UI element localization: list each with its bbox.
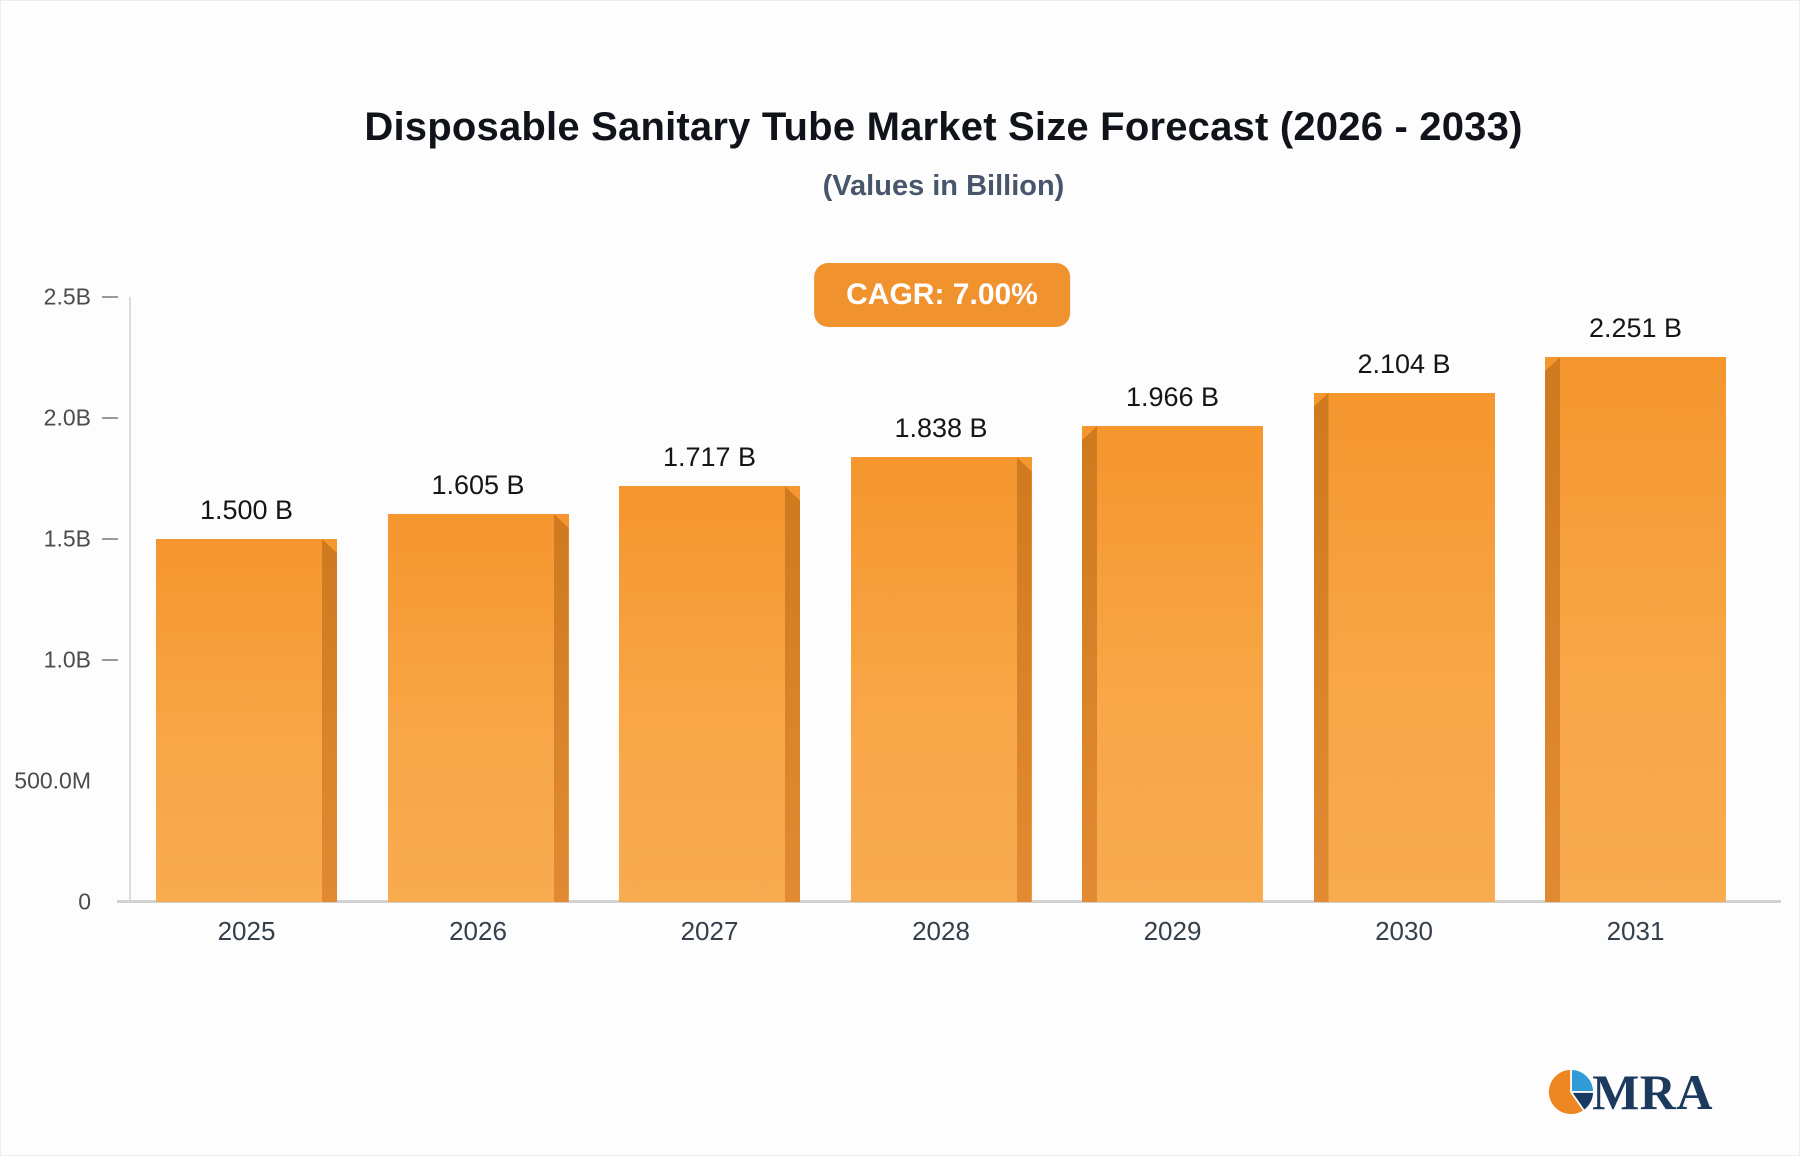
bar-value-label: 2.251 B (1588, 313, 1683, 344)
y-axis-tick-mark (102, 538, 118, 540)
bar-2027 (619, 486, 800, 902)
y-axis-tick-label: 500.0M (14, 767, 91, 794)
bar-side-shade (1082, 426, 1097, 902)
y-axis-tick-label: 0 (78, 888, 91, 915)
mra-logo-text: MRA (1592, 1064, 1713, 1120)
bar-2028 (850, 457, 1032, 902)
y-axis-tick-mark (102, 659, 118, 661)
bar-2030 (1313, 392, 1495, 902)
bar-side-shade (785, 486, 800, 902)
chart-title: Disposable Sanitary Tube Market Size For… (364, 105, 1523, 149)
x-axis-category-label: 2028 (912, 916, 970, 946)
y-axis-tick-label: 2.0B (43, 404, 91, 431)
mra-logo: MRA (1546, 1067, 1713, 1117)
bar-value-label: 1.838 B (894, 413, 988, 444)
bar-side-shade (1545, 357, 1560, 902)
bar-side-shade (553, 513, 569, 902)
bar-2025 (156, 539, 337, 902)
x-axis-category-label: 2027 (680, 916, 739, 946)
chart-header: Disposable Sanitary Tube Market Size For… (1, 105, 1799, 203)
bar-2026 (387, 513, 569, 902)
x-axis-category-label: 2025 (217, 916, 276, 946)
y-axis-tick-label: 2.5B (43, 283, 91, 310)
bar-value-label: 1.966 B (1125, 382, 1220, 413)
x-axis-category-label: 2031 (1606, 916, 1665, 946)
cagr-badge: CAGR: 7.00% (814, 263, 1070, 327)
bar-side-shade (1313, 392, 1329, 902)
y-axis-tick-label: 1.5B (43, 525, 91, 552)
y-axis-tick-label: 1.0B (43, 646, 91, 673)
bar-value-label: 1.605 B (431, 469, 525, 500)
bar-2031 (1545, 357, 1726, 902)
y-axis-line (129, 297, 131, 902)
y-axis-tick-mark (102, 296, 118, 298)
bar-side-shade (1016, 457, 1032, 902)
bar-value-label: 1.500 B (199, 495, 294, 525)
bar-value-label: 1.717 B (662, 442, 757, 473)
x-axis-category-label: 2029 (1143, 916, 1202, 946)
bar-2029 (1082, 426, 1263, 902)
x-axis-category-label: 2026 (449, 916, 507, 946)
chart-subtitle: (Values in Billion) (822, 170, 1065, 202)
bar-value-label: 2.104 B (1357, 348, 1451, 379)
mra-pie-icon (1547, 1068, 1595, 1116)
y-axis-tick-mark (102, 417, 118, 419)
x-axis-category-label: 2030 (1375, 916, 1433, 946)
bar-side-shade (322, 539, 337, 902)
